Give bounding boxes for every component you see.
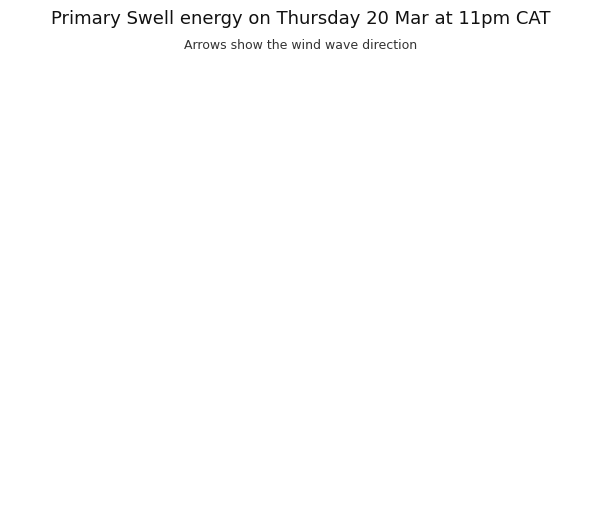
Text: Arrows show the wind wave direction: Arrows show the wind wave direction [184, 39, 417, 52]
Text: cartopy required: cartopy required [219, 276, 382, 295]
Text: Primary Swell energy on Thursday 20 Mar at 11pm CAT: Primary Swell energy on Thursday 20 Mar … [50, 10, 551, 28]
